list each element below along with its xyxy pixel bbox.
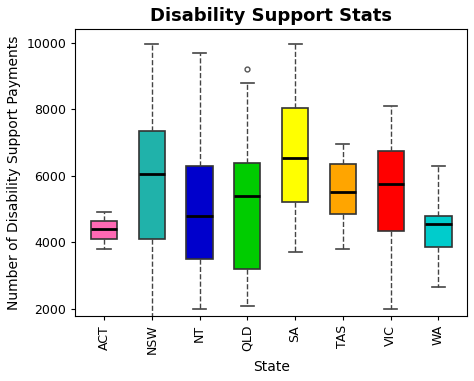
PathPatch shape: [377, 151, 404, 231]
PathPatch shape: [91, 221, 117, 239]
PathPatch shape: [139, 131, 165, 239]
Title: Disability Support Stats: Disability Support Stats: [150, 7, 392, 25]
PathPatch shape: [425, 216, 452, 247]
Y-axis label: Number of Disability Support Payments: Number of Disability Support Payments: [7, 35, 21, 310]
PathPatch shape: [234, 163, 261, 269]
PathPatch shape: [186, 166, 213, 259]
PathPatch shape: [330, 164, 356, 214]
X-axis label: State: State: [253, 360, 290, 374]
PathPatch shape: [282, 107, 308, 202]
